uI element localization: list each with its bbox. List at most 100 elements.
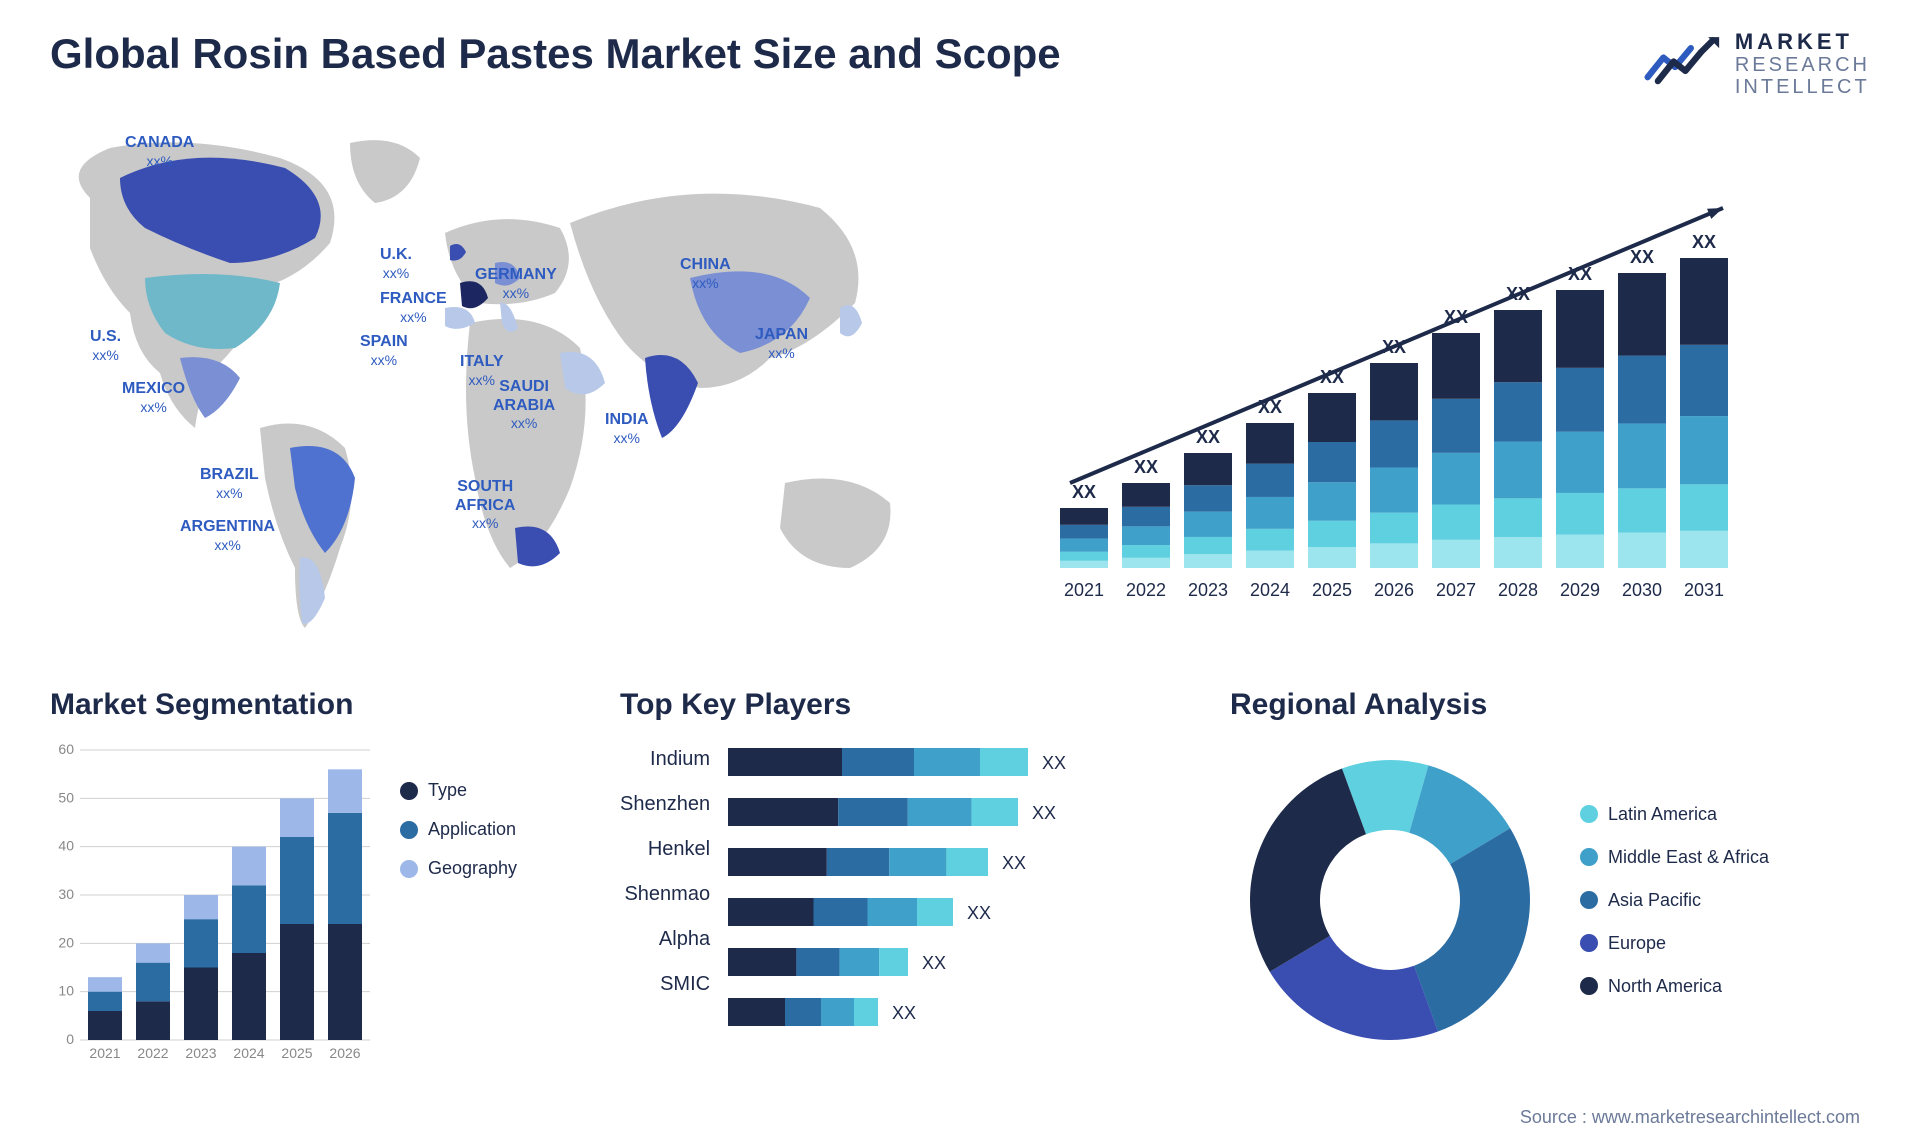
map-country-label: INDIAxx% — [605, 411, 649, 445]
player-name: Indium — [620, 748, 710, 771]
player-name: Henkel — [620, 838, 710, 861]
map-country-label: U.S.xx% — [90, 328, 121, 362]
svg-text:20: 20 — [58, 935, 74, 951]
regional-legend-item: Middle East & Africa — [1580, 847, 1769, 868]
regional-donut-svg — [1230, 740, 1550, 1060]
svg-text:2022: 2022 — [1126, 580, 1166, 600]
svg-text:XX: XX — [1032, 803, 1056, 823]
brand-logo-icon — [1643, 34, 1723, 94]
logo-text-2: RESEARCH — [1735, 54, 1870, 76]
svg-text:2025: 2025 — [281, 1045, 312, 1061]
svg-text:XX: XX — [1072, 482, 1096, 502]
players-panel: Top Key Players Indium Shenzhen Henkel Shen… — [620, 688, 1180, 1080]
regional-legend-item: Asia Pacific — [1580, 890, 1769, 911]
legend-swatch — [1580, 805, 1598, 823]
segmentation-legend-item: Type — [400, 780, 517, 801]
legend-label: North America — [1608, 976, 1722, 997]
svg-text:0: 0 — [66, 1031, 74, 1047]
svg-text:2023: 2023 — [185, 1045, 216, 1061]
svg-text:2024: 2024 — [233, 1045, 264, 1061]
svg-text:2030: 2030 — [1622, 580, 1662, 600]
svg-text:XX: XX — [1002, 853, 1026, 873]
player-name: Alpha — [620, 928, 710, 951]
legend-swatch — [1580, 934, 1598, 952]
world-map-panel: CANADAxx% U.S.xx%MEXICOxx% BRAZILxx% ARGENT… — [50, 128, 950, 648]
legend-label: Latin America — [1608, 804, 1717, 825]
logo-text-1: MARKET — [1735, 30, 1870, 54]
page-title: Global Rosin Based Pastes Market Size an… — [50, 30, 1061, 78]
map-country-label: GERMANYxx% — [475, 266, 557, 300]
svg-text:2025: 2025 — [1312, 580, 1352, 600]
map-country-label: CHINAxx% — [680, 256, 731, 290]
legend-swatch — [1580, 891, 1598, 909]
svg-text:2026: 2026 — [329, 1045, 360, 1061]
legend-label: Asia Pacific — [1608, 890, 1701, 911]
legend-swatch — [400, 782, 418, 800]
svg-text:2024: 2024 — [1250, 580, 1290, 600]
player-name: Shenmao — [620, 883, 710, 906]
map-country-label: SPAINxx% — [360, 333, 408, 367]
player-name: Shenzhen — [620, 793, 710, 816]
segmentation-legend-item: Application — [400, 819, 517, 840]
segmentation-legend-item: Geography — [400, 858, 517, 879]
players-chart-svg: XX XX XX XX XX XX — [728, 740, 1128, 1060]
regional-legend-item: North America — [1580, 976, 1769, 997]
brand-logo: MARKET RESEARCH INTELLECT — [1643, 30, 1870, 98]
map-country-label: FRANCExx% — [380, 290, 447, 324]
source-attribution: Source : www.marketresearchintellect.com — [1520, 1107, 1860, 1128]
players-names-list: Indium Shenzhen Henkel Shenmao Alpha SMIC — [620, 740, 728, 1060]
legend-swatch — [400, 860, 418, 878]
svg-text:2027: 2027 — [1436, 580, 1476, 600]
legend-label: Type — [428, 780, 467, 801]
svg-text:2029: 2029 — [1560, 580, 1600, 600]
map-country-label: U.K.xx% — [380, 246, 412, 280]
map-country-label: MEXICOxx% — [122, 380, 185, 414]
svg-text:2021: 2021 — [1064, 580, 1104, 600]
legend-label: Europe — [1608, 933, 1666, 954]
legend-label: Geography — [428, 858, 517, 879]
svg-text:XX: XX — [1134, 457, 1158, 477]
svg-text:30: 30 — [58, 886, 74, 902]
svg-text:50: 50 — [58, 790, 74, 806]
legend-swatch — [400, 821, 418, 839]
forecast-chart-panel: XX2021XX2022XX2023XX2024XX2025XX2026XX20… — [1010, 128, 1870, 628]
map-country-label: SOUTHAFRICAxx% — [455, 478, 515, 531]
svg-text:2022: 2022 — [137, 1045, 168, 1061]
svg-text:10: 10 — [58, 983, 74, 999]
segmentation-title: Market Segmentation — [50, 688, 570, 722]
regional-legend: Latin America Middle East & Africa Asia Pa… — [1580, 804, 1769, 997]
svg-text:2031: 2031 — [1684, 580, 1724, 600]
svg-text:2021: 2021 — [89, 1045, 120, 1061]
segmentation-chart-svg: 0 10 20 30 40 50 60 2021 2022 2023 2024 2025 2026 — [50, 740, 380, 1080]
segmentation-legend: Type Application Geography — [400, 740, 517, 1080]
forecast-chart-svg: XX2021XX2022XX2023XX2024XX2025XX2026XX20… — [1010, 128, 1870, 628]
svg-text:40: 40 — [58, 838, 74, 854]
map-country-label: JAPANxx% — [755, 326, 808, 360]
svg-text:XX: XX — [1692, 232, 1716, 252]
svg-text:2023: 2023 — [1188, 580, 1228, 600]
regional-title: Regional Analysis — [1230, 688, 1870, 722]
regional-legend-item: Europe — [1580, 933, 1769, 954]
legend-swatch — [1580, 977, 1598, 995]
logo-text-3: INTELLECT — [1735, 76, 1870, 98]
svg-text:2026: 2026 — [1374, 580, 1414, 600]
legend-swatch — [1580, 848, 1598, 866]
svg-text:XX: XX — [1630, 247, 1654, 267]
players-title: Top Key Players — [620, 688, 1180, 722]
player-name: SMIC — [620, 973, 710, 996]
segmentation-panel: Market Segmentation 0 10 20 30 40 50 60 2021 202… — [50, 688, 570, 1080]
legend-label: Middle East & Africa — [1608, 847, 1769, 868]
map-country-label: CANADAxx% — [125, 134, 194, 168]
legend-label: Application — [428, 819, 516, 840]
map-country-label: SAUDIARABIAxx% — [493, 378, 555, 431]
svg-text:XX: XX — [967, 903, 991, 923]
svg-text:XX: XX — [1042, 753, 1066, 773]
svg-text:XX: XX — [922, 953, 946, 973]
map-country-label: BRAZILxx% — [200, 466, 259, 500]
svg-text:XX: XX — [892, 1003, 916, 1023]
svg-text:60: 60 — [58, 741, 74, 757]
regional-panel: Regional Analysis Latin America Middle Ea… — [1230, 688, 1870, 1080]
svg-text:2028: 2028 — [1498, 580, 1538, 600]
map-country-label: ARGENTINAxx% — [180, 518, 275, 552]
regional-legend-item: Latin America — [1580, 804, 1769, 825]
